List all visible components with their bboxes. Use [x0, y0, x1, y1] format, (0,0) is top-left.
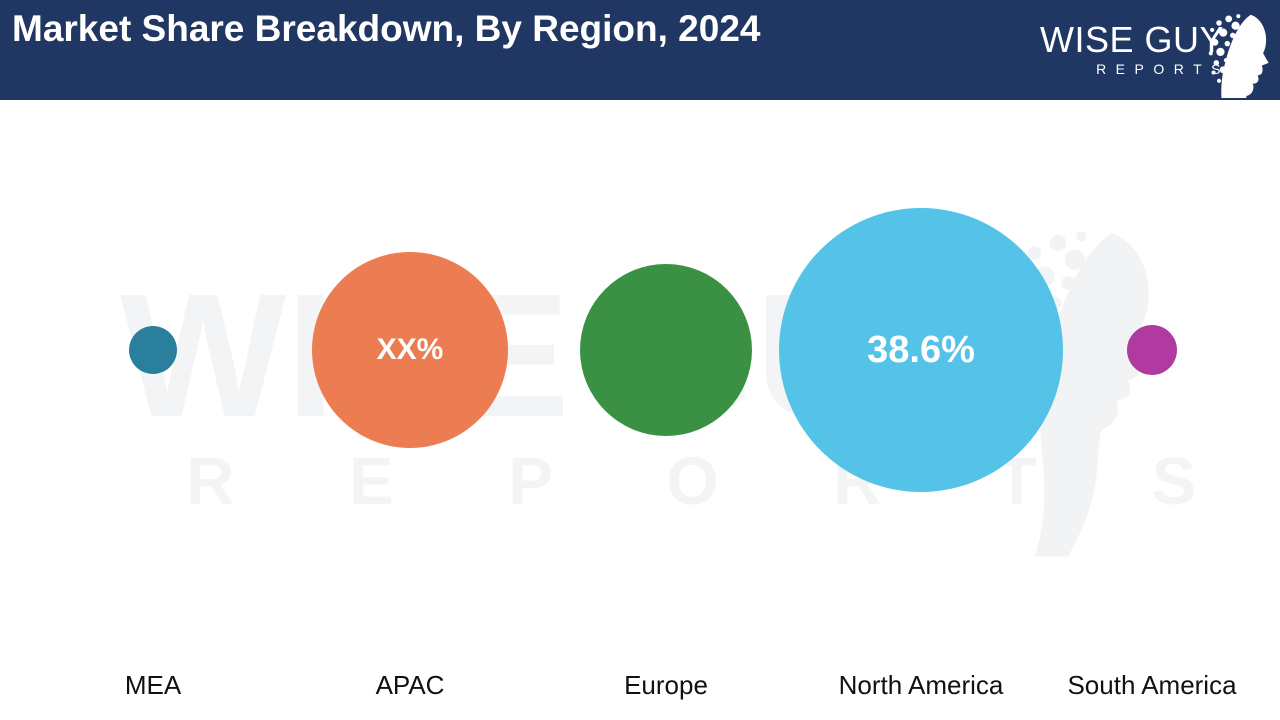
category-label-mea: MEA: [124, 670, 182, 700]
category-label-south-america: South America: [1067, 670, 1237, 700]
wiseguy-logo: WISE GUY REPORTS: [1040, 4, 1270, 98]
category-label-north-america: North America: [838, 670, 1004, 700]
logo-wiseguy-text: WISE GUY: [1039, 19, 1224, 60]
bubble-chart: WISE GUY R E P O R T S MEA XX% APAC Europe 3…: [0, 100, 1280, 720]
bubble-europe: [580, 264, 752, 436]
watermark-reports-text: R E P O R T S: [186, 444, 1245, 519]
logo-head-icon: [1208, 14, 1269, 98]
bubble-apac: XX%: [312, 252, 508, 448]
bubble-value-label: XX%: [376, 333, 444, 366]
category-label-europe: Europe: [624, 670, 708, 700]
logo-text: WISE GUY REPORTS: [1039, 19, 1224, 78]
header-bar: Market Share Breakdown, By Region, 2024 …: [0, 0, 1280, 100]
page-title: Market Share Breakdown, By Region, 2024: [12, 8, 761, 49]
bubble-south-america: [1127, 325, 1177, 375]
bubble-value-label: 38.6%: [867, 328, 975, 371]
bubble-mea: [129, 326, 177, 374]
logo-reports-text: REPORTS: [1096, 61, 1230, 77]
category-label-apac: APAC: [375, 670, 445, 700]
bubble-north-america: 38.6%: [779, 208, 1063, 492]
